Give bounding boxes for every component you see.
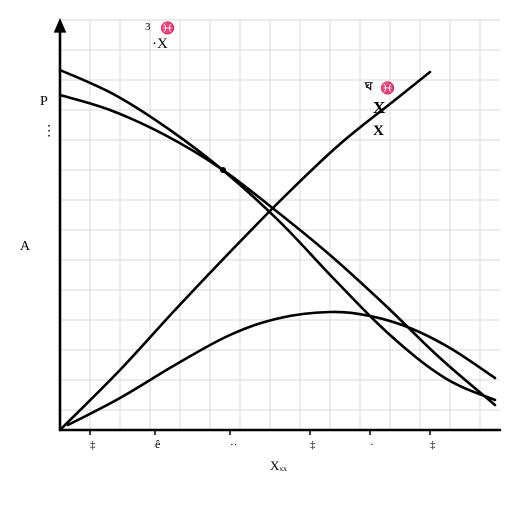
point-marker (220, 167, 226, 173)
label-top-1: ♓ (160, 21, 175, 35)
label-yside-0: P (40, 94, 48, 109)
label-right-3: X (373, 123, 384, 139)
label-yside-1: ⋮ (42, 124, 56, 139)
label-xtick-1: ê (155, 437, 160, 451)
label-right-0: ঘ (364, 79, 373, 93)
label-xtick-5: ‡ (430, 439, 436, 451)
chart-svg: 3♓·XP⋮Aঘ♓XX‡ê··‡·‡Xₓₓ (0, 0, 512, 512)
label-xtick-4: · (370, 439, 374, 451)
economics-chart: 3♓·XP⋮Aঘ♓XX‡ê··‡·‡Xₓₓ (0, 0, 512, 512)
label-xtick-3: ‡ (310, 439, 316, 451)
label-right-2: X (373, 98, 386, 117)
label-yside-2: A (20, 239, 31, 254)
label-right-1: ♓ (380, 81, 395, 95)
label-top-2: ·X (152, 36, 168, 52)
label-top-0: 3 (145, 21, 151, 33)
label-xtick-0: ‡ (90, 439, 96, 451)
label-xtick-2: ·· (230, 439, 237, 451)
x-axis-label: Xₓₓ (270, 458, 287, 473)
